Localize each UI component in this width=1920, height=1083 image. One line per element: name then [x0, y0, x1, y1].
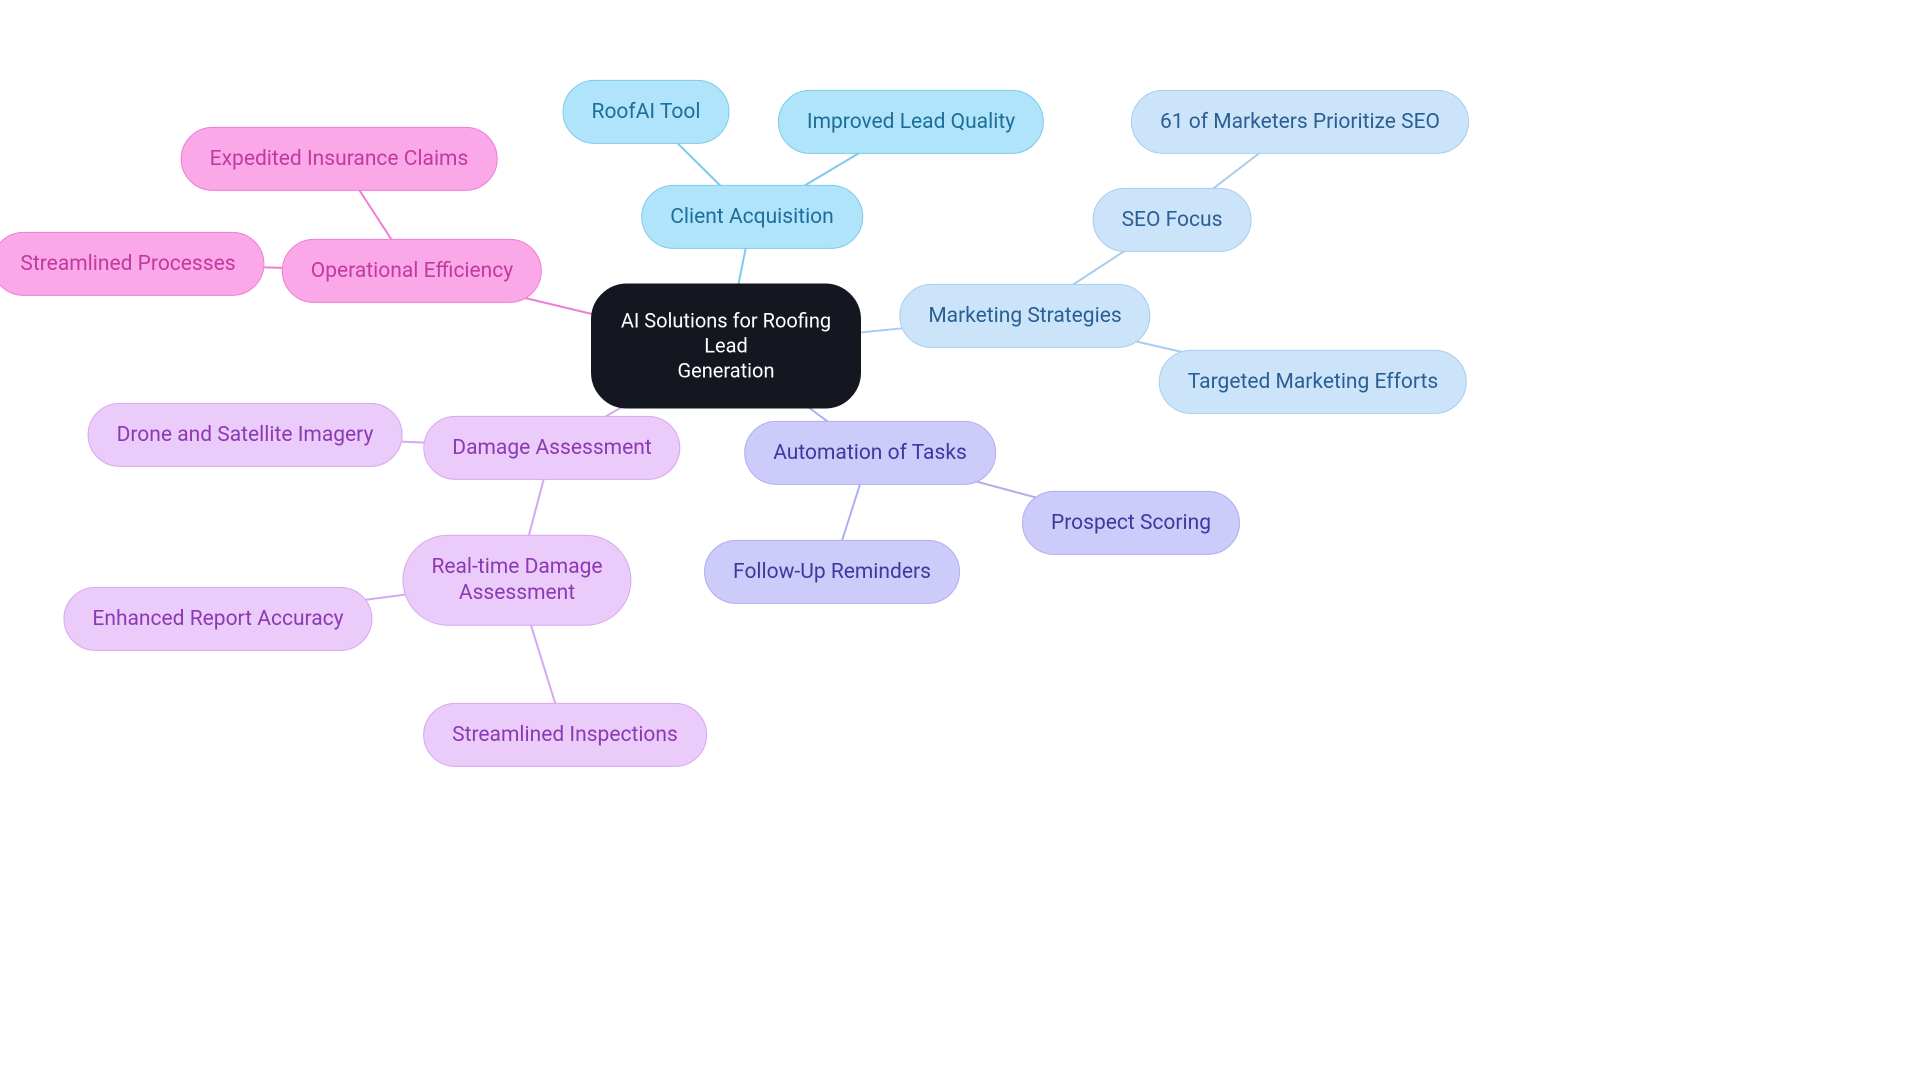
node-drone: Drone and Satellite Imagery [88, 403, 403, 467]
node-score: Prospect Scoring [1022, 491, 1240, 555]
node-insp: Streamlined Inspections [423, 703, 707, 767]
node-follow: Follow-Up Reminders [704, 540, 960, 604]
node-seo: SEO Focus [1093, 188, 1252, 252]
node-roofai: RoofAI Tool [563, 80, 730, 144]
node-opeff: Operational Efficiency [282, 239, 542, 303]
node-seo61: 61 of Marketers Prioritize SEO [1131, 90, 1469, 154]
node-tgt: Targeted Marketing Efforts [1159, 350, 1467, 414]
node-leadq: Improved Lead Quality [778, 90, 1044, 154]
node-client: Client Acquisition [641, 185, 863, 249]
node-root: AI Solutions for Roofing Lead Generation [591, 284, 861, 409]
node-expins: Expedited Insurance Claims [181, 127, 498, 191]
node-auto: Automation of Tasks [744, 421, 996, 485]
node-mkt: Marketing Strategies [899, 284, 1150, 348]
node-stream: Streamlined Processes [0, 232, 265, 296]
mindmap-canvas: AI Solutions for Roofing Lead Generation… [0, 0, 1920, 1083]
node-acc: Enhanced Report Accuracy [63, 587, 372, 651]
node-dmg: Damage Assessment [423, 416, 680, 480]
node-rtdmg: Real-time Damage Assessment [402, 535, 631, 626]
